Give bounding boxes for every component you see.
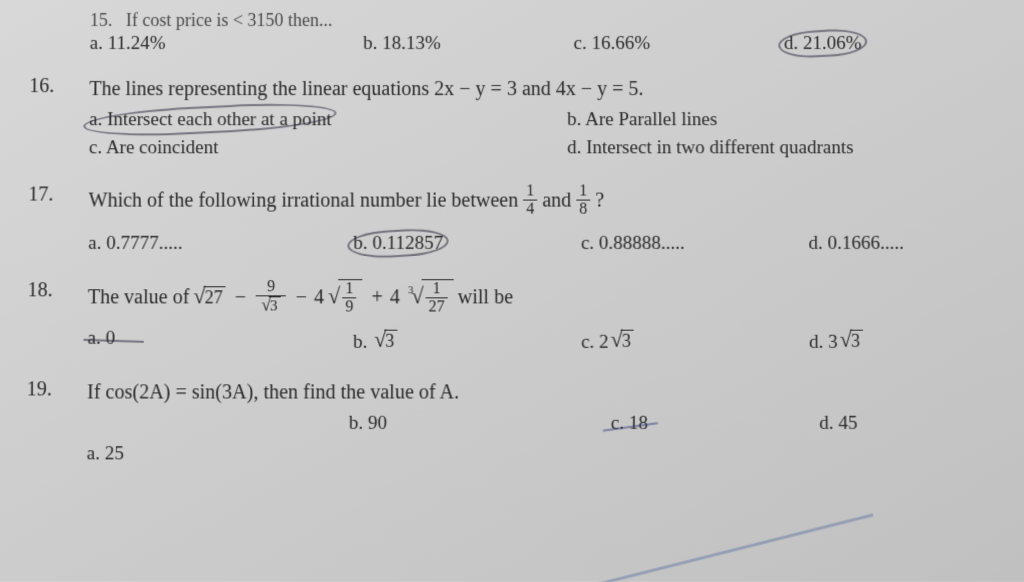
q18-sqrt27: 27 [193, 282, 225, 313]
q17-opt-d: d. 0.1666..... [809, 232, 997, 254]
q18-opt-d: d. 33 [809, 328, 997, 354]
q16-number: 16. [29, 75, 69, 98]
q18-frac-9-sqrt3: 9 3 [256, 279, 286, 316]
q18-post: will be [458, 283, 513, 311]
q16-options: a. Intersect each other at a point b. Ar… [89, 109, 996, 159]
q18-four-2: 4 [390, 283, 400, 311]
q17-text: Which of the following irrational number… [88, 183, 995, 218]
q19-opt-c: c. 18 [611, 413, 789, 435]
q17-frac-1-4: 14 [523, 183, 537, 218]
q18: 18. The value of 27 − 9 3 − 4 19 + 4 3 [27, 279, 997, 355]
q18-four-1: 4 [314, 283, 324, 311]
q19-options: b. 90 c. 18 d. 45 a. 25 [87, 413, 998, 466]
q17-pre: Which of the following irrational number… [88, 187, 518, 215]
q17-opt-b: b. 0.112857 [353, 232, 540, 254]
q17-number: 17. [28, 183, 68, 206]
q19: 19. If cos(2A) = sin(3A), then find the … [26, 379, 998, 466]
q15-opt-d: d. 21.06% [784, 33, 995, 55]
q17-options: a. 0.7777..... b. 0.112857 c. 0.88888...… [88, 232, 996, 254]
q17-frac-1-8: 18 [576, 183, 590, 218]
q17-post: ? [595, 187, 604, 215]
q17-opt-b-label: b. 0.112857 [353, 232, 443, 253]
pen-stroke-decor [599, 513, 874, 582]
plus-1: + [366, 283, 387, 311]
q15-opt-b: b. 18.13% [363, 33, 573, 55]
q15-opt-c: c. 16.66% [574, 33, 784, 55]
q19-number: 19. [27, 379, 67, 402]
q19-opt-c-label: c. 18 [611, 413, 648, 434]
q18-opt-a-label: a. 0 [87, 328, 115, 349]
minus-1: − [230, 283, 252, 311]
q17-mid: and [542, 187, 571, 215]
q19-opt-d: d. 45 [819, 413, 997, 435]
q15-options: a. 11.24% b. 18.13% c. 16.66% d. 21.06% [30, 33, 995, 55]
q18-sqrt-1-9: 19 [328, 279, 362, 316]
minus-2: − [291, 283, 312, 311]
q18-opt-b: b. 3 [353, 328, 541, 354]
q19-opt-b: b. 90 [349, 413, 581, 435]
q18-cuberoot-1-27: 127 [411, 279, 453, 316]
q16-opt-a-label: a. Intersect each other at a point [89, 109, 332, 130]
q15-opt-d-label: d. 21.06% [784, 33, 862, 54]
q16: 16. The lines representing the linear eq… [29, 75, 996, 159]
q16-opt-a: a. Intersect each other at a point [89, 109, 517, 131]
q16-text: The lines representing the linear equati… [89, 75, 995, 103]
q17-opt-c: c. 0.88888..... [581, 232, 769, 254]
q15-partial-stem: 15. If cost price is < 3150 then... [90, 10, 333, 30]
q18-pre: The value of [88, 283, 190, 311]
q16-opt-c: c. Are coincident [89, 137, 517, 159]
q18-opt-a: a. 0 [87, 328, 312, 354]
q18-opt-c: c. 23 [581, 328, 769, 354]
q19-opt-a: a. 25 [87, 444, 319, 466]
q19-text: If cos(2A) = sin(3A), then find the valu… [87, 379, 997, 407]
q17: 17. Which of the following irrational nu… [28, 183, 996, 254]
q16-opt-d: d. Intersect in two different quadrants [567, 137, 995, 159]
q17-opt-a: a. 0.7777..... [88, 232, 313, 254]
q18-options: a. 0 b. 3 c. 23 d. 33 [87, 328, 997, 354]
q16-opt-b: b. Are Parallel lines [567, 109, 995, 131]
q15-opt-a: a. 11.24% [90, 33, 364, 55]
q18-text: The value of 27 − 9 3 − 4 19 + 4 3 127 [88, 279, 997, 316]
q15-partial: 15. If cost price is < 3150 then... [30, 10, 995, 31]
q18-number: 18. [27, 279, 67, 302]
